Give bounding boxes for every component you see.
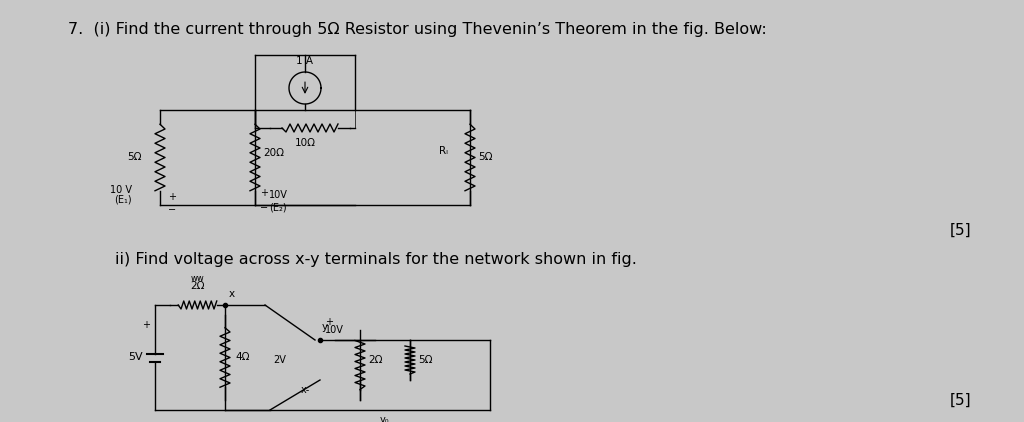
- Text: 10V: 10V: [325, 325, 344, 335]
- Text: x-: x-: [301, 385, 310, 395]
- Text: 5Ω: 5Ω: [128, 152, 142, 162]
- Text: 5V: 5V: [128, 352, 143, 362]
- Text: 10 V: 10 V: [110, 185, 132, 195]
- Text: −: −: [168, 205, 176, 215]
- Text: +: +: [142, 320, 150, 330]
- Text: Rₗ: Rₗ: [439, 146, 449, 157]
- Text: 2Ω: 2Ω: [368, 355, 383, 365]
- Text: +: +: [260, 188, 268, 198]
- Text: 10Ω: 10Ω: [295, 138, 315, 148]
- Text: (E₂): (E₂): [269, 202, 287, 212]
- Text: −: −: [260, 203, 268, 213]
- Text: y₀: y₀: [380, 415, 390, 422]
- Text: 5Ω: 5Ω: [418, 355, 432, 365]
- Text: y: y: [322, 322, 328, 332]
- Text: 7.  (i) Find the current through 5Ω Resistor using Thevenin’s Theorem in the fig: 7. (i) Find the current through 5Ω Resis…: [68, 22, 767, 37]
- Text: ww: ww: [190, 274, 205, 283]
- Text: 2V: 2V: [273, 355, 287, 365]
- Text: [5]: [5]: [950, 222, 972, 238]
- Text: 2Ω: 2Ω: [190, 281, 205, 291]
- Text: [5]: [5]: [950, 393, 972, 408]
- Text: ii) Find voltage across x-y terminals for the network shown in fig.: ii) Find voltage across x-y terminals fo…: [115, 252, 637, 267]
- Text: 10V: 10V: [269, 190, 288, 200]
- Text: 5Ω: 5Ω: [478, 152, 493, 162]
- Text: 20Ω: 20Ω: [263, 148, 284, 157]
- Text: x: x: [229, 289, 236, 299]
- Text: 4Ω: 4Ω: [234, 352, 250, 362]
- Text: 1 A: 1 A: [297, 56, 313, 66]
- Text: +: +: [325, 317, 333, 327]
- Text: (E₁): (E₁): [115, 195, 132, 205]
- Text: +: +: [168, 192, 176, 202]
